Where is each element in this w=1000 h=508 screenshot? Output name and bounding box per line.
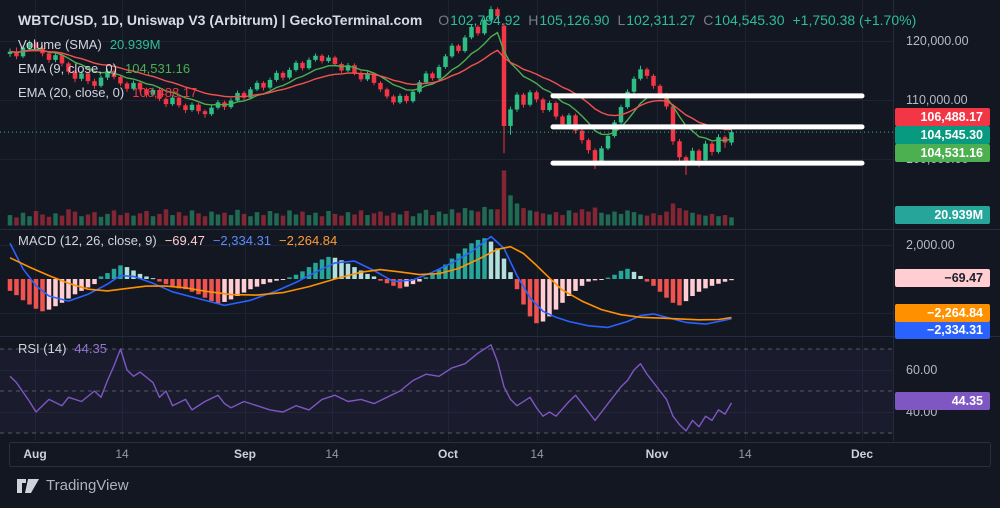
ohlc-values: O102,794.92 H105,126.90 L102,311.27 C104,54… [430, 12, 916, 28]
tradingview-logo[interactable]: TradingView [17, 477, 129, 494]
time-axis-label: 14 [325, 447, 339, 461]
axis-tick-label: 60.00 [906, 363, 938, 377]
time-axis-label: 14 [115, 447, 129, 461]
volume-badge: 20.939M [895, 206, 990, 224]
price-badge-ema9: 104,531.16 [895, 144, 990, 162]
macd-hist-badge: −69.47 [895, 269, 990, 287]
time-axis[interactable]: Aug 14 Sep 14 Oct 14 Nov 14 Dec [0, 441, 1000, 467]
legend-ema20[interactable]: EMA (20, close, 0) 106,488.17 [18, 85, 197, 100]
price-badge-close: 104,545.30 [895, 126, 990, 144]
tradingview-brand-text: TradingView [46, 477, 129, 494]
chart-header[interactable]: WBTC/USD, 1D, Uniswap V3 (Arbitrum) | Ge… [18, 12, 916, 28]
change-value: +1,750.38 (+1.70%) [792, 12, 917, 28]
time-axis-label: Nov [645, 447, 669, 461]
rsi-indicator-label: RSI (14) [18, 341, 67, 356]
tradingview-glyph-icon [17, 478, 39, 493]
rsi-badge: 44.35 [895, 392, 990, 410]
ema9-indicator-label: EMA (9, close, 0) [18, 61, 117, 76]
ema9-indicator-value: 104,531.16 [124, 61, 191, 76]
time-axis-label: 14 [530, 447, 544, 461]
rsi-indicator-value: 44.35 [74, 341, 107, 356]
legend-macd[interactable]: MACD (12, 26, close, 9) −69.47 −2,334.31… [18, 233, 337, 248]
time-axis-label: Dec [850, 447, 874, 461]
axis-tick-label: 110,000.00 [906, 93, 968, 107]
axis-tick-label: 120,000.00 [906, 34, 969, 48]
price-axis[interactable]: 120,000.00110,000.00100,000.002,000.00−2… [894, 0, 1000, 467]
time-axis-label: Sep [233, 447, 257, 461]
macd-signal-badge: −2,264.84 [895, 304, 990, 322]
time-axis-label: Aug [23, 447, 47, 461]
volume-indicator-value: 20.939M [109, 37, 161, 52]
legend-volume[interactable]: Volume (SMA) 20.939M [18, 37, 160, 52]
price-badge-ema20: 106,488.17 [895, 108, 990, 126]
time-axis-label: 14 [738, 447, 752, 461]
open-label: O [438, 12, 450, 28]
high-value: 105,126.90 [539, 12, 610, 28]
low-label: L [617, 12, 626, 28]
ema20-indicator-label: EMA (20, close, 0) [18, 85, 125, 100]
close-label: C [703, 12, 714, 28]
macd-signal-value: −2,264.84 [279, 233, 338, 248]
high-label: H [528, 12, 539, 28]
ema20-indicator-value: 106,488.17 [132, 85, 198, 100]
volume-indicator-label: Volume (SMA) [18, 37, 102, 52]
close-value: 104,545.30 [714, 12, 785, 28]
symbol-title: WBTC/USD, 1D, Uniswap V3 (Arbitrum) | Ge… [18, 12, 423, 28]
open-value: 102,794.92 [450, 12, 521, 28]
macd-hist-value: −69.47 [164, 233, 205, 248]
legend-rsi[interactable]: RSI (14) 44.35 [18, 341, 107, 356]
axis-tick-label: 2,000.00 [906, 238, 955, 252]
macd-line-badge: −2,334.31 [895, 321, 990, 339]
time-axis-label: Oct [437, 447, 459, 461]
macd-line-value: −2,334.31 [212, 233, 272, 248]
legend-ema9[interactable]: EMA (9, close, 0) 104,531.16 [18, 61, 190, 76]
low-value: 102,311.27 [626, 12, 696, 28]
macd-indicator-label: MACD (12, 26, close, 9) [18, 233, 157, 248]
